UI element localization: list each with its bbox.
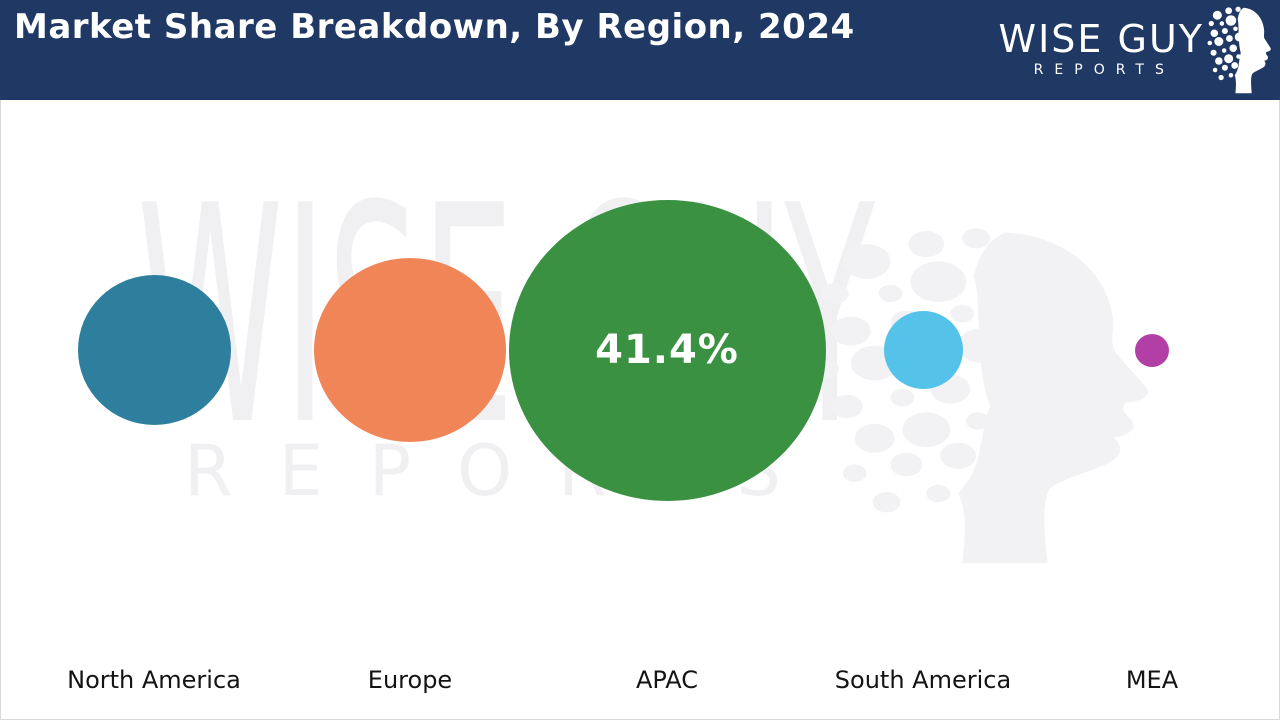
bubble-europe[interactable]	[314, 258, 506, 442]
logo-text-block: WISE GUY REPORTS	[999, 20, 1204, 78]
wise-guy-logo: WISE GUY REPORTS	[999, 4, 1274, 98]
bubble-north-america[interactable]	[77, 275, 231, 425]
bubble-south-america[interactable]	[883, 311, 963, 389]
bubble-mea[interactable]	[1135, 333, 1169, 367]
watermark-face-icon	[814, 228, 1148, 564]
bubble-chart: WISE GUY REPORTS North America Europe 41.4…	[0, 100, 1280, 720]
category-label-south-america: South America	[834, 666, 1012, 694]
logo-subtitle: REPORTS	[1033, 62, 1175, 78]
header-bar: Market Share Breakdown, By Region, 2024 …	[0, 0, 1280, 100]
page-title: Market Share Breakdown, By Region, 2024	[14, 7, 855, 47]
category-label-north-america: North America	[67, 666, 241, 694]
category-label-mea: MEA	[1125, 666, 1179, 694]
bubble-value-label: 41.4%	[595, 327, 739, 373]
category-label-apac: APAC	[635, 666, 699, 694]
bubble-apac[interactable]: 41.4%	[508, 199, 826, 501]
logo-wordmark: WISE GUY	[998, 17, 1204, 61]
logo-face-icon	[1207, 6, 1271, 94]
category-label-europe: Europe	[367, 666, 453, 694]
